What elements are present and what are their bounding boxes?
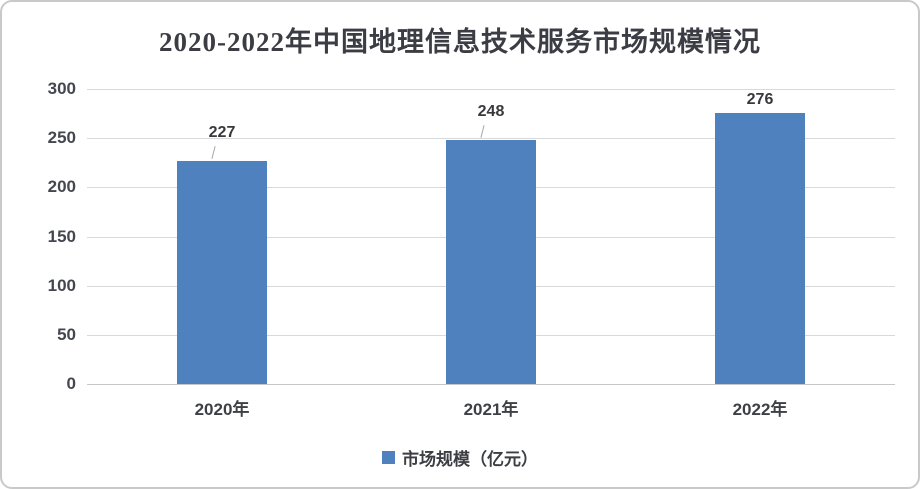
x-tick-label: 2020年 xyxy=(194,400,250,419)
x-tick-label: 2021年 xyxy=(463,400,519,419)
data-label: 248 xyxy=(477,103,505,120)
legend: 市场规模（亿元） xyxy=(2,445,918,470)
data-label: 276 xyxy=(746,91,774,108)
leader-line xyxy=(480,125,485,138)
chart-title: 2020-2022年中国地理信息技术服务市场规模情况 xyxy=(159,27,761,57)
x-axis-line xyxy=(87,384,895,385)
legend-swatch-icon xyxy=(382,451,395,464)
y-tick-label: 250 xyxy=(47,128,76,147)
bar xyxy=(446,140,536,384)
y-tick-label: 150 xyxy=(47,227,76,246)
leader-line xyxy=(211,146,216,159)
bar xyxy=(715,113,805,384)
y-tick-label: 0 xyxy=(66,374,76,393)
y-tick-label: 200 xyxy=(47,177,76,196)
bar xyxy=(177,161,267,384)
y-tick-label: 100 xyxy=(47,276,76,295)
gridline xyxy=(87,138,895,139)
y-tick-label: 50 xyxy=(57,325,76,344)
y-tick-label: 300 xyxy=(47,79,76,98)
data-label: 227 xyxy=(208,124,236,141)
gridline xyxy=(87,89,895,90)
legend-label: 市场规模（亿元） xyxy=(402,450,538,469)
x-tick-label: 2022年 xyxy=(732,400,788,419)
